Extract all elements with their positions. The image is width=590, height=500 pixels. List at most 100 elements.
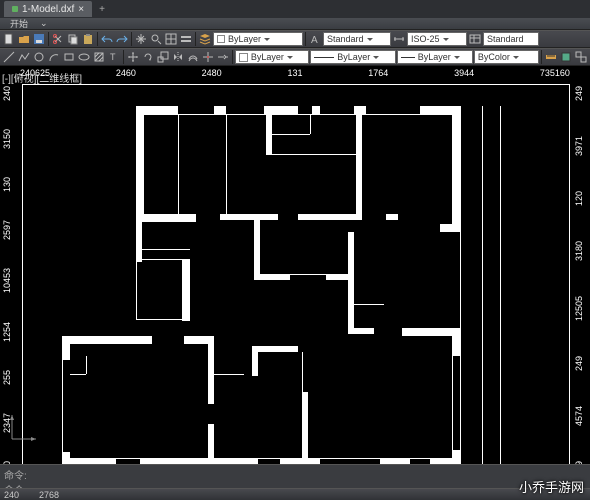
dropdown-icon [367, 38, 373, 41]
dim-value: 4574 [574, 406, 588, 426]
dim-value: 240 [2, 86, 16, 101]
dimension-ruler-top: 240625 2460 2480 131 1764 3944 735160 [20, 68, 570, 78]
separator [195, 32, 196, 46]
dim-style-icon[interactable] [392, 32, 406, 46]
wall-segment [264, 106, 298, 114]
ribbon-tab-home[interactable]: 开始 [6, 17, 32, 30]
separator [305, 32, 306, 46]
layer-icon[interactable] [198, 32, 212, 46]
rect-icon[interactable] [62, 50, 76, 64]
color-select-label: ByLayer [251, 52, 284, 62]
wall-line [460, 106, 461, 466]
wall-line [214, 374, 244, 375]
line-icon[interactable] [2, 50, 16, 64]
wall-segment [348, 328, 374, 334]
wall-segment [136, 222, 142, 262]
text-style-icon[interactable]: A [308, 32, 322, 46]
tab-close-icon[interactable]: × [78, 4, 84, 15]
plotstyle-select[interactable]: ByColor [474, 50, 539, 64]
drawing-viewport[interactable]: [-][俯视][二维线框] 240625 2460 2480 131 1764 … [0, 66, 590, 496]
mirror-icon[interactable] [171, 50, 185, 64]
measure-icon[interactable] [544, 50, 558, 64]
wall-segment [136, 214, 196, 222]
dim-value: 2460 [116, 68, 136, 78]
file-tab[interactable]: 1-Model.dxf × [4, 1, 92, 17]
dim-style-select[interactable]: ISO-25 [407, 32, 467, 46]
hatch-icon[interactable] [92, 50, 106, 64]
block-icon[interactable] [559, 50, 573, 64]
paste-icon[interactable] [81, 32, 95, 46]
pan-icon[interactable] [134, 32, 148, 46]
wall-segment [62, 336, 152, 344]
polyline-icon[interactable] [17, 50, 31, 64]
dim-value: 10453 [2, 268, 16, 293]
separator [123, 50, 124, 64]
linetype-select[interactable]: ByLayer [310, 50, 395, 64]
table-style-select[interactable]: Standard [483, 32, 539, 46]
rotate-icon[interactable] [141, 50, 155, 64]
file-icon [12, 6, 18, 12]
dim-value: 12505 [574, 296, 588, 321]
cut-icon[interactable] [51, 32, 65, 46]
dropdown-icon [443, 38, 449, 41]
coord-x: 240 [4, 490, 19, 500]
move-icon[interactable] [126, 50, 140, 64]
separator [232, 50, 233, 64]
dropdown-icon [373, 56, 379, 59]
dim-style-label: ISO-25 [411, 34, 440, 44]
wall-line [354, 304, 384, 305]
group-icon[interactable] [574, 50, 588, 64]
open-file-icon[interactable] [17, 32, 31, 46]
dropdown-icon [454, 56, 460, 59]
separator [541, 50, 542, 64]
wall-line [290, 274, 326, 275]
extend-icon[interactable] [216, 50, 230, 64]
watermark: 小乔手游网 [519, 477, 584, 496]
layer-select[interactable]: ByLayer [213, 32, 303, 46]
ribbon-expand-icon[interactable]: ⌄ [36, 18, 52, 29]
separator [131, 32, 132, 46]
dim-value: 1254 [2, 322, 16, 342]
props-icon[interactable] [179, 32, 193, 46]
dropdown-icon [287, 56, 293, 59]
table-style-icon[interactable] [468, 32, 482, 46]
dim-value: 2480 [202, 68, 222, 78]
status-bar: 240 2768 [0, 488, 590, 500]
dim-value: 3180 [574, 241, 588, 261]
undo-icon[interactable] [100, 32, 114, 46]
linetype-preview-icon [314, 57, 334, 58]
scale-icon[interactable] [156, 50, 170, 64]
new-tab-button[interactable]: + [94, 2, 110, 16]
new-file-icon[interactable] [2, 32, 16, 46]
dim-value: 131 [287, 68, 302, 78]
copy-icon[interactable] [66, 32, 80, 46]
layout-icon[interactable] [164, 32, 178, 46]
wall-segment [402, 328, 460, 336]
dim-line [569, 84, 570, 468]
floor-plan [22, 84, 570, 468]
wall-line [310, 114, 311, 134]
text-style-select[interactable]: Standard [323, 32, 391, 46]
wall-line [410, 458, 430, 459]
text-icon[interactable]: T [107, 50, 121, 64]
wall-line [258, 458, 280, 459]
coord-y: 2768 [39, 490, 59, 500]
save-icon[interactable] [32, 32, 46, 46]
wall-line [136, 319, 188, 320]
lineweight-select[interactable]: ByLayer [397, 50, 473, 64]
color-select[interactable]: ByLayer [235, 50, 309, 64]
redo-icon[interactable] [115, 32, 129, 46]
command-label: 命令: [4, 467, 27, 482]
wall-segment [452, 106, 460, 230]
layer-color-swatch [217, 35, 225, 43]
offset-icon[interactable] [186, 50, 200, 64]
zoom-icon[interactable] [149, 32, 163, 46]
wall-line [86, 356, 87, 374]
trim-icon[interactable] [201, 50, 215, 64]
arc-icon[interactable] [47, 50, 61, 64]
dim-value: 130 [2, 177, 16, 192]
command-line[interactable]: 命令: 命令: [0, 464, 590, 488]
toolbar-row-2: T ByLayer ByLayer ByLayer ByColor [0, 48, 590, 66]
circle-icon[interactable] [32, 50, 46, 64]
ellipse-icon[interactable] [77, 50, 91, 64]
